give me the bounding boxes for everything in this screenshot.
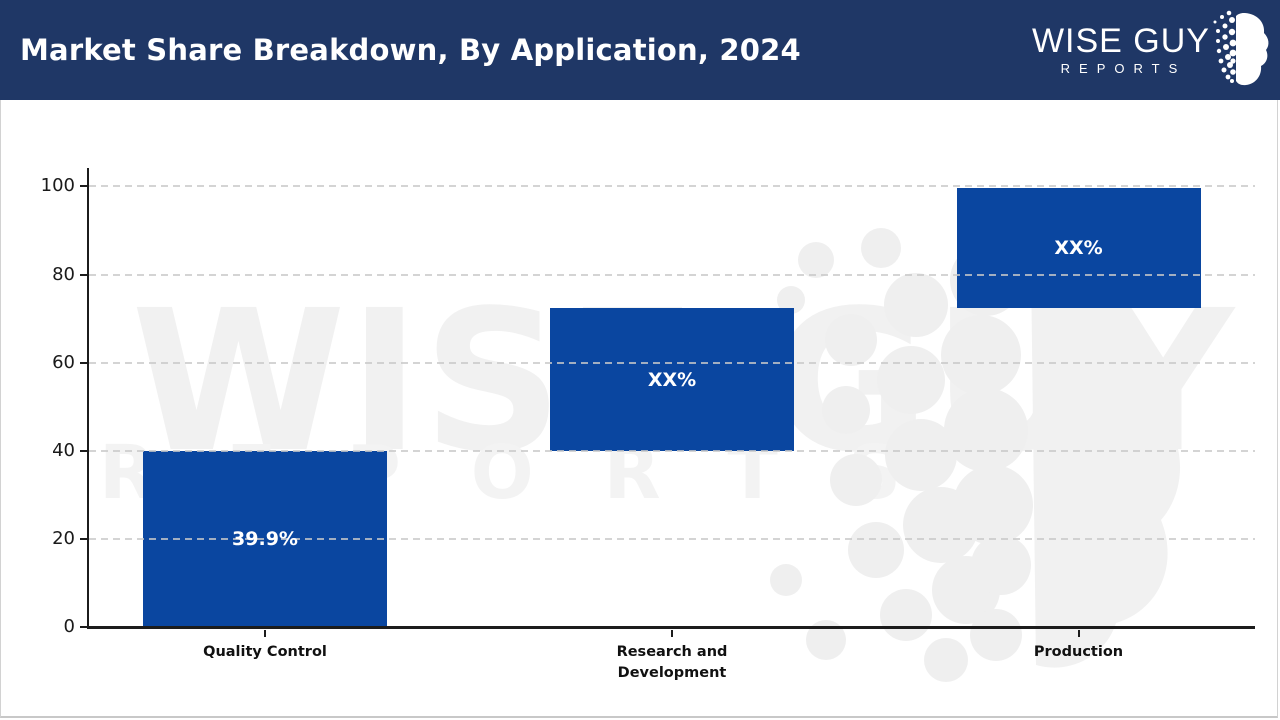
y-axis-line: [87, 168, 89, 628]
x-category-label: Production: [1033, 644, 1124, 660]
y-tick: [80, 361, 89, 364]
y-tick-label: 80: [52, 263, 75, 285]
x-category-label: Quality Control: [203, 644, 327, 660]
logo-text: WISE GUY REPORTS: [1032, 22, 1210, 76]
y-tick: [80, 537, 89, 540]
x-tick: [671, 630, 673, 637]
bar-label: 39.9%: [232, 528, 298, 551]
bar-label: XX%: [647, 368, 697, 391]
bar: [956, 187, 1201, 308]
y-tick-label: 60: [52, 351, 75, 373]
logo-subtext: REPORTS: [1060, 61, 1187, 76]
y-tick-label: 0: [63, 616, 75, 637]
gridline: [89, 361, 1255, 364]
y-tick: [80, 449, 89, 452]
y-tick-label: 20: [52, 527, 75, 549]
gridline: [89, 273, 1255, 276]
header-bar: Market Share Breakdown, By Application, …: [0, 0, 1280, 100]
page-title: Market Share Breakdown, By Application, …: [20, 33, 801, 67]
y-tick: [80, 626, 89, 628]
chart-card: WISE GUY REPORTS 02040608010039.9%Qualit…: [0, 100, 1278, 718]
y-tick: [80, 185, 89, 188]
plot-area: 0 20 40 60 80 100 39.9% Quality Control XX% Resea…: [1, 100, 1277, 716]
y-tick: [80, 273, 89, 276]
logo-head-icon: [1213, 10, 1269, 86]
y-tick-label: 40: [52, 439, 75, 461]
brand-logo: WISE GUY REPORTS: [1032, 9, 1270, 89]
x-axis-line: [87, 626, 1255, 629]
x-category-label: Research and Development: [616, 644, 728, 681]
x-tick: [1077, 630, 1080, 637]
y-tick-label: 100: [40, 175, 75, 197]
gridline: [89, 537, 1255, 540]
bar-label: XX%: [1054, 236, 1103, 259]
x-tick: [264, 630, 266, 637]
gridline: [89, 185, 1255, 188]
logo-wordmark: WISE GUY: [1031, 22, 1210, 60]
gridline: [89, 449, 1255, 452]
bar: [550, 308, 794, 452]
